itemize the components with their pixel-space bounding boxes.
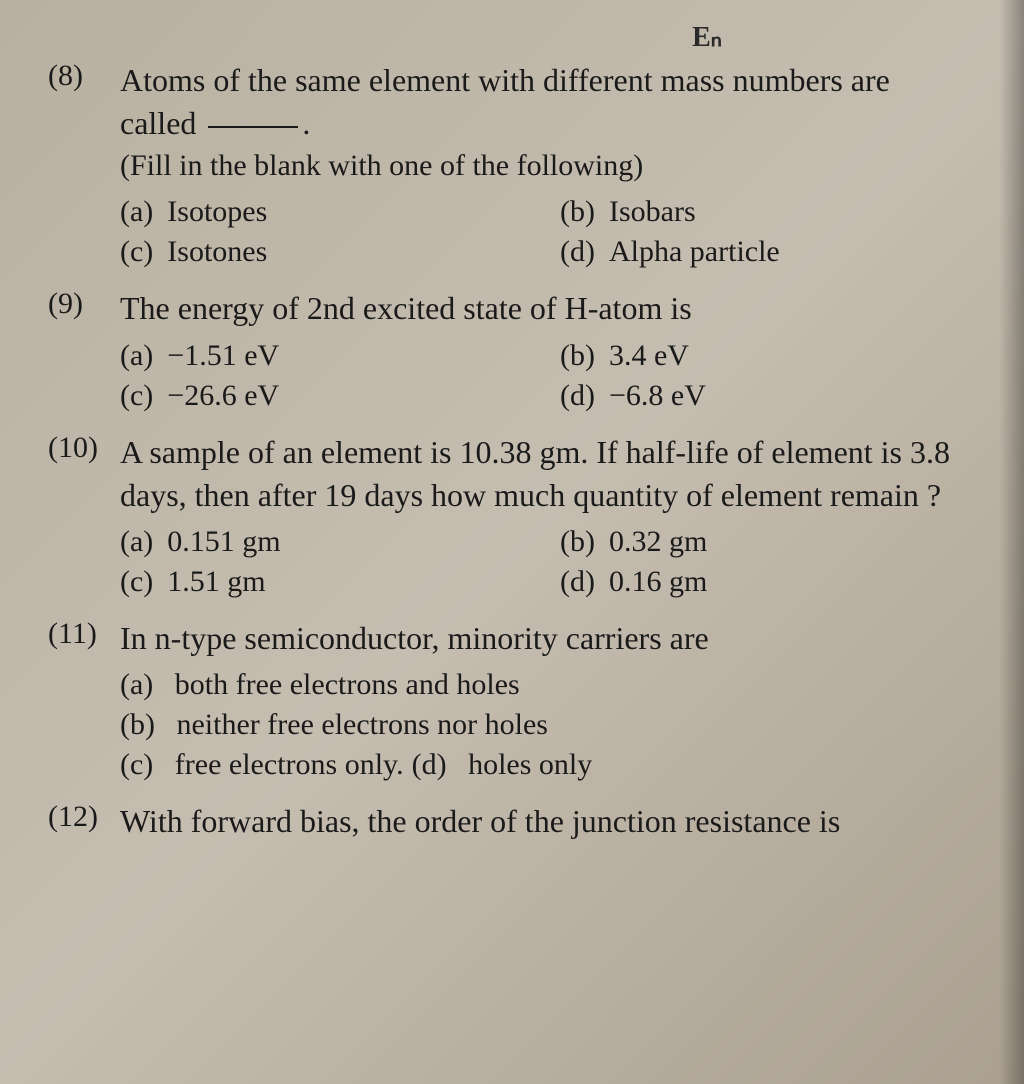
option-label: (a) <box>120 339 153 373</box>
options-container: (a) 0.151 gm (b) 0.32 gm (c) 1.51 gm (d)… <box>120 525 974 599</box>
option-text: Isotopes <box>167 195 267 229</box>
option-text: neither free electrons nor holes <box>176 708 548 741</box>
option-d: (d) holes only <box>412 748 593 782</box>
option-text: 0.32 gm <box>609 525 707 559</box>
option-text: 0.16 gm <box>609 565 707 599</box>
option-d: (d) −6.8 eV <box>560 379 706 413</box>
option-cd-row: (c) free electrons only. (d) holes only <box>120 748 974 782</box>
option-label: (a) <box>120 525 153 559</box>
question-text: With forward bias, the order of the junc… <box>120 800 974 843</box>
option-c: (c) Isotones <box>120 235 560 269</box>
options-container: (a) Isotopes (b) Isobars (c) Isotones (d… <box>120 195 974 269</box>
question-number: (8) <box>40 59 120 93</box>
question-number: (12) <box>40 800 120 834</box>
option-label: (b) <box>120 708 155 741</box>
option-text: holes only <box>468 748 592 781</box>
question-number: (10) <box>40 431 120 465</box>
question-11: (11) In n-type semiconductor, minority c… <box>40 617 974 782</box>
page-edge-shadow <box>999 0 1024 1084</box>
option-text: 1.51 gm <box>167 565 265 599</box>
q8-text-after: . <box>302 105 310 141</box>
option-c: (c) 1.51 gm <box>120 565 560 599</box>
option-text: Alpha particle <box>609 235 780 269</box>
option-a: (a) Isotopes <box>120 195 560 229</box>
option-label: (b) <box>560 195 595 229</box>
option-text: −1.51 eV <box>167 339 279 373</box>
option-c: (c) −26.6 eV <box>120 379 560 413</box>
option-a: (a) both free electrons and holes <box>120 668 974 702</box>
question-number: (9) <box>40 287 120 321</box>
question-text: A sample of an element is 10.38 gm. If h… <box>120 431 974 517</box>
option-text: 3.4 eV <box>609 339 689 373</box>
question-9: (9) The energy of 2nd excited state of H… <box>40 287 974 412</box>
option-text: −6.8 eV <box>609 379 706 413</box>
option-label: (d) <box>560 379 595 413</box>
option-label: (d) <box>560 235 595 269</box>
question-8: (8) Atoms of the same element with diffe… <box>40 59 974 269</box>
option-text: both free electrons and holes <box>175 668 520 701</box>
option-text: 0.151 gm <box>167 525 280 559</box>
option-b: (b) 3.4 eV <box>560 339 689 373</box>
option-label: (a) <box>120 668 153 701</box>
option-text: −26.6 eV <box>167 379 279 413</box>
options-container: (a) −1.51 eV (b) 3.4 eV (c) −26.6 eV (d)… <box>120 339 974 413</box>
option-label: (c) <box>120 379 153 413</box>
option-label: (c) <box>120 748 153 781</box>
partial-header-text: Eₙ <box>440 20 974 54</box>
option-d: (d) 0.16 gm <box>560 565 707 599</box>
option-label: (c) <box>120 235 153 269</box>
option-d: (d) Alpha particle <box>560 235 780 269</box>
question-12: (12) With forward bias, the order of the… <box>40 800 974 843</box>
option-label: (c) <box>120 565 153 599</box>
option-c: (c) free electrons only. <box>120 748 404 782</box>
option-b: (b) Isobars <box>560 195 696 229</box>
option-text: free electrons only. <box>175 748 404 781</box>
question-10: (10) A sample of an element is 10.38 gm.… <box>40 431 974 599</box>
fill-blank-line <box>208 126 298 128</box>
question-text: Atoms of the same element with different… <box>120 59 974 145</box>
option-b: (b) 0.32 gm <box>560 525 707 559</box>
option-label: (a) <box>120 195 153 229</box>
question-number: (11) <box>40 617 120 651</box>
question-text: In n-type semiconductor, minority carrie… <box>120 617 974 660</box>
option-label: (d) <box>560 565 595 599</box>
options-container: (a) both free electrons and holes (b) ne… <box>120 668 974 782</box>
question-text: The energy of 2nd excited state of H-ato… <box>120 287 974 330</box>
option-label: (b) <box>560 339 595 373</box>
option-text: Isobars <box>609 195 696 229</box>
option-text: Isotones <box>167 235 267 269</box>
option-label: (d) <box>412 748 447 781</box>
option-a: (a) −1.51 eV <box>120 339 560 373</box>
q8-text-before: Atoms of the same element with different… <box>120 62 890 141</box>
option-a: (a) 0.151 gm <box>120 525 560 559</box>
option-b: (b) neither free electrons nor holes <box>120 708 974 742</box>
option-label: (b) <box>560 525 595 559</box>
question-subtext: (Fill in the blank with one of the follo… <box>120 145 974 187</box>
